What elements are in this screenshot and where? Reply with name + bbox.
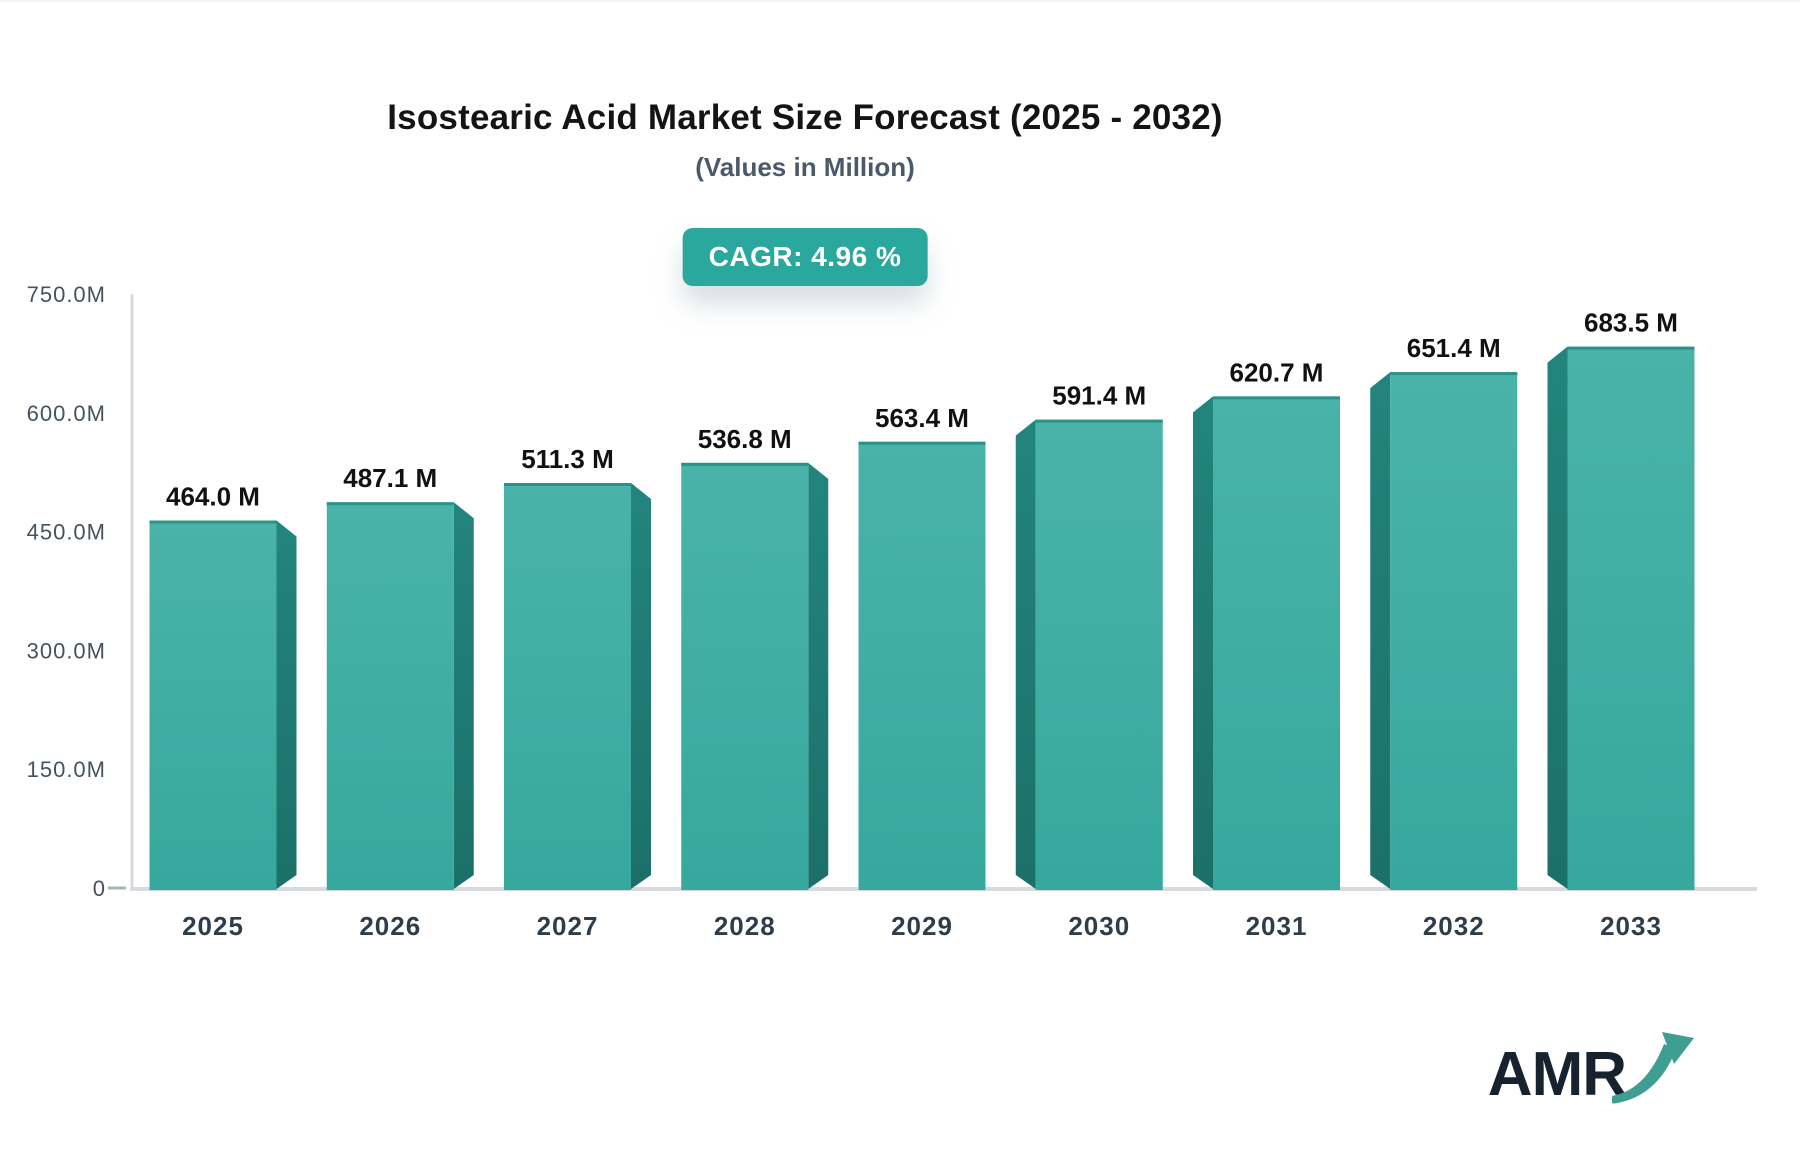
bar-front-face bbox=[681, 462, 809, 890]
x-tick-label: 2032 bbox=[1423, 911, 1485, 941]
bar-side-face bbox=[276, 520, 297, 889]
x-tick-label: 2025 bbox=[182, 911, 244, 941]
bar-2033: 683.5 M 2033 bbox=[1547, 308, 1695, 941]
bar-2032: 651.4 M 2032 bbox=[1370, 333, 1518, 941]
y-tick-label: 0 bbox=[93, 876, 106, 901]
bar-front-face bbox=[1213, 396, 1340, 890]
x-tick-label: 2033 bbox=[1600, 911, 1662, 941]
bar-value-label: 620.7 M bbox=[1230, 357, 1324, 387]
bar-value-label: 511.3 M bbox=[521, 444, 614, 474]
y-tick-label: 450.0M bbox=[27, 520, 106, 545]
bar-value-label: 487.1 M bbox=[343, 463, 437, 493]
bar-front-face bbox=[858, 441, 986, 890]
bar-value-label: 563.4 M bbox=[875, 403, 969, 433]
bar-front-face bbox=[326, 502, 454, 890]
y-tick-label: 150.0M bbox=[27, 757, 106, 782]
chart-subtitle: (Values in Million) bbox=[695, 152, 915, 182]
y-tick-label: 750.0M bbox=[27, 282, 106, 307]
bar-side-face bbox=[1015, 419, 1036, 889]
chart-title: Isostearic Acid Market Size Forecast (20… bbox=[387, 98, 1223, 137]
bar-2025: 464.0 M 2025 bbox=[149, 482, 297, 941]
x-tick-label: 2027 bbox=[537, 911, 599, 941]
bar-side-face bbox=[631, 483, 651, 889]
bar-value-label: 591.4 M bbox=[1052, 381, 1146, 411]
bar-side-face bbox=[1193, 396, 1213, 889]
bar-value-label: 651.4 M bbox=[1407, 333, 1501, 363]
bar-2029: 563.4 M 2029 bbox=[858, 403, 986, 941]
bar-front-face bbox=[1035, 419, 1163, 890]
y-tick-label: 600.0M bbox=[27, 401, 106, 426]
cagr-badge: CAGR: 4.96 % bbox=[682, 228, 928, 286]
bar-front-face bbox=[149, 520, 277, 890]
x-tick-label: 2028 bbox=[714, 911, 776, 941]
amr-logo: AMR bbox=[1488, 1018, 1708, 1106]
bar-2031: 620.7 M 2031 bbox=[1193, 357, 1340, 941]
bar-front-face bbox=[504, 483, 631, 890]
bar-side-face bbox=[1547, 346, 1568, 890]
x-tick-label: 2030 bbox=[1068, 911, 1130, 941]
x-tick-label: 2026 bbox=[359, 911, 421, 941]
bar-front-face bbox=[1567, 346, 1695, 891]
x-tick-label: 2029 bbox=[891, 911, 953, 941]
bar-2027: 511.3 M 2027 bbox=[504, 444, 651, 941]
growth-arrow-icon bbox=[1612, 1032, 1694, 1104]
amr-logo-text: AMR bbox=[1487, 1040, 1627, 1109]
bar-2030: 591.4 M 2030 bbox=[1015, 381, 1163, 941]
x-tick-label: 2031 bbox=[1246, 911, 1308, 941]
bar-side-face bbox=[1370, 372, 1391, 889]
y-tick-label: 300.0M bbox=[27, 638, 106, 663]
bar-value-label: 536.8 M bbox=[698, 424, 792, 454]
bar-side-face bbox=[808, 462, 829, 889]
chart-header: Isostearic Acid Market Size Forecast (20… bbox=[0, 98, 1610, 183]
bar-side-face bbox=[453, 502, 474, 889]
bar-value-label: 464.0 M bbox=[166, 482, 260, 512]
bar-value-label: 683.5 M bbox=[1584, 308, 1678, 338]
bar-2028: 536.8 M 2028 bbox=[681, 424, 829, 941]
bar-front-face bbox=[1390, 372, 1518, 890]
bar-2026: 487.1 M 2026 bbox=[326, 463, 474, 941]
